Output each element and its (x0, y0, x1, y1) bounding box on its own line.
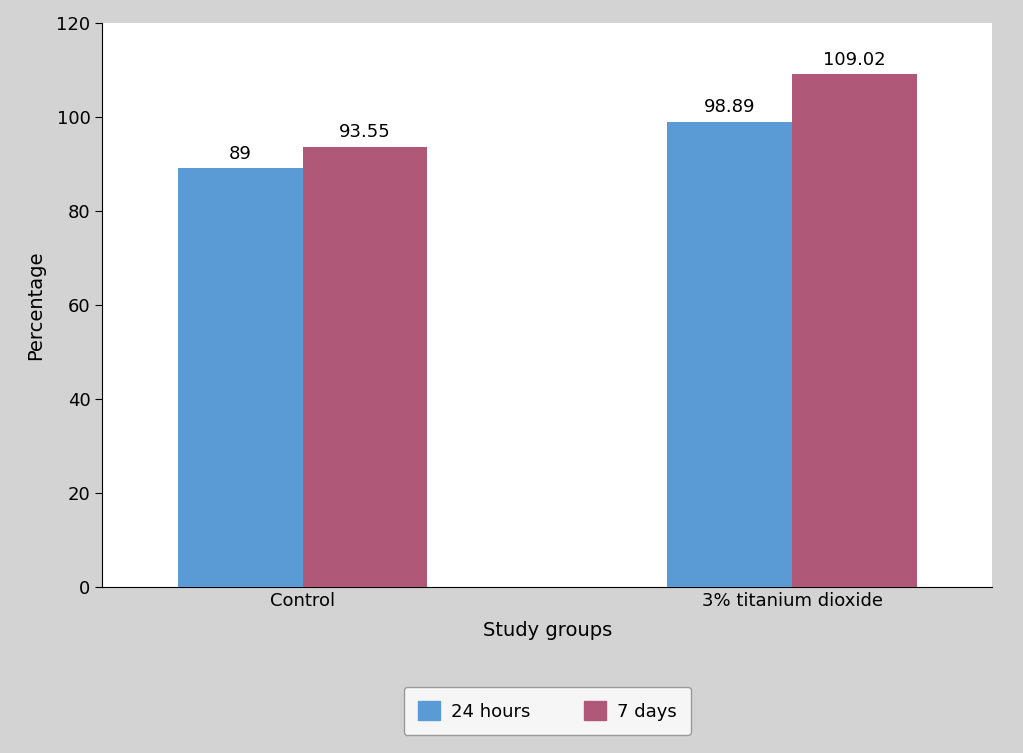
Bar (667, 122, 792, 587)
X-axis label: Study groups: Study groups (483, 621, 612, 640)
Text: 93.55: 93.55 (339, 123, 391, 142)
Text: 109.02: 109.02 (824, 50, 886, 69)
Text: 98.89: 98.89 (704, 99, 756, 116)
Bar (792, 75, 917, 587)
Bar (303, 147, 428, 587)
Bar (178, 169, 303, 587)
Text: 89: 89 (229, 145, 252, 163)
Y-axis label: Percentage: Percentage (27, 250, 45, 360)
Legend: 24 hours, 7 days: 24 hours, 7 days (404, 687, 691, 735)
